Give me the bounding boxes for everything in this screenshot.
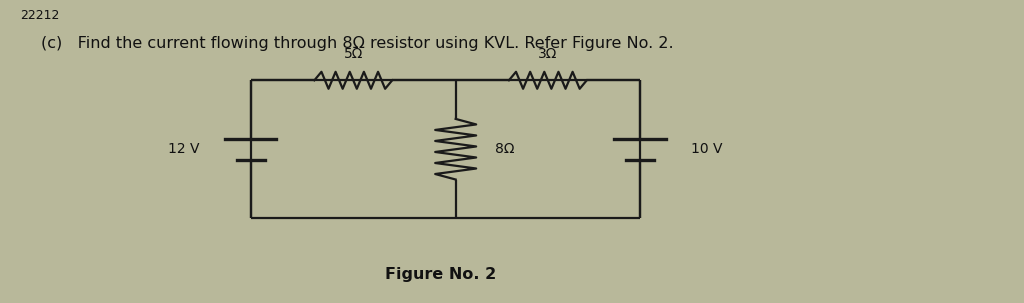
Text: 3Ω: 3Ω xyxy=(539,47,557,61)
Text: 12 V: 12 V xyxy=(168,142,200,156)
Text: 22212: 22212 xyxy=(20,9,59,22)
Text: Figure No. 2: Figure No. 2 xyxy=(385,267,496,282)
Text: 8Ω: 8Ω xyxy=(495,142,514,156)
Text: 10 V: 10 V xyxy=(691,142,723,156)
Text: 5Ω: 5Ω xyxy=(344,47,362,61)
Text: (c)   Find the current flowing through 8Ω resistor using KVL. Refer Figure No. 2: (c) Find the current flowing through 8Ω … xyxy=(41,36,674,52)
